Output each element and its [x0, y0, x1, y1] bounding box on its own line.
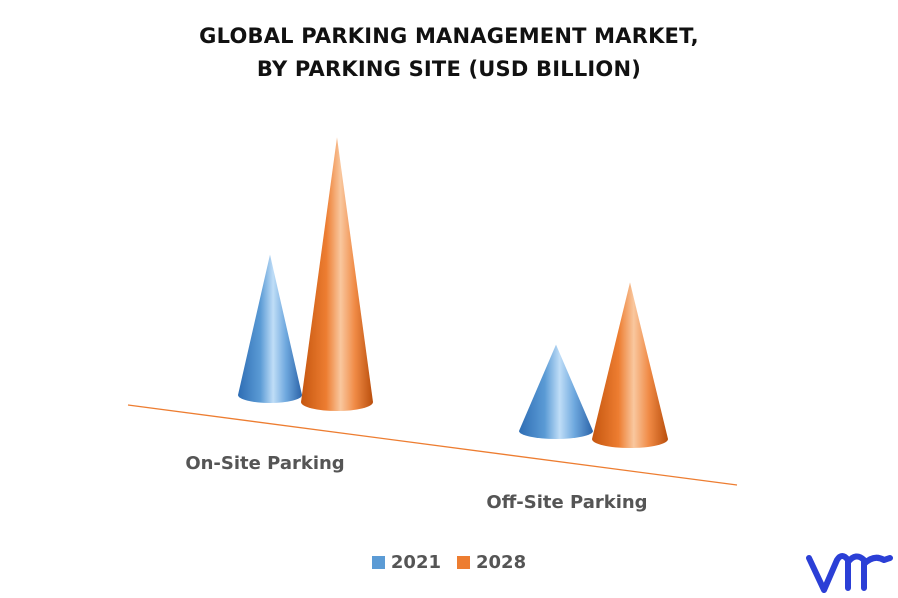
legend: 2021 2028	[0, 552, 898, 573]
legend-item-2028: 2028	[457, 552, 526, 573]
cone-2021-off-site	[519, 344, 593, 439]
chart-title: GLOBAL PARKING MANAGEMENT MARKET, BY PAR…	[0, 20, 898, 86]
cone-2028-on-site	[301, 137, 373, 411]
vmr-logo-icon	[806, 553, 893, 593]
category-label-on-site: On-Site Parking	[185, 453, 344, 474]
legend-label-2028: 2028	[476, 552, 527, 573]
legend-label-2021: 2021	[390, 552, 441, 573]
legend-item-2021: 2021	[371, 552, 441, 573]
category-axis-line	[127, 404, 738, 486]
category-label-off-site: Off-Site Parking	[486, 492, 647, 513]
title-line-1: GLOBAL PARKING MANAGEMENT MARKET,	[199, 24, 699, 48]
legend-swatch-2021	[371, 556, 385, 569]
cone-2021-on-site	[238, 254, 302, 403]
cone-2028-off-site	[592, 282, 668, 448]
title-line-2: BY PARKING SITE (USD BILLION)	[256, 57, 642, 81]
legend-swatch-2028	[457, 556, 470, 569]
